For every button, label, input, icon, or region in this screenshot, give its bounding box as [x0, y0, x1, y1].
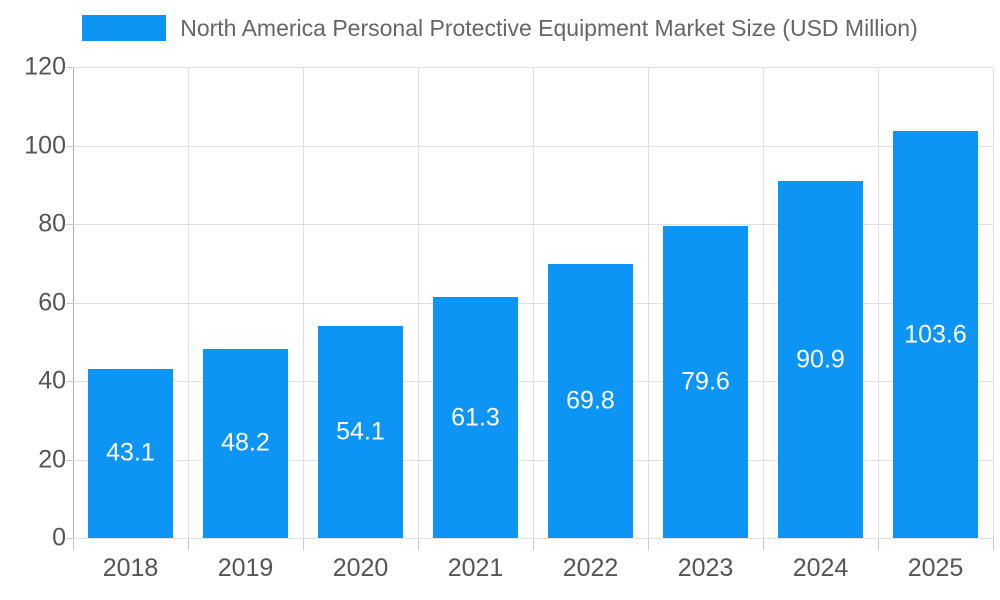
bar[interactable]: 43.1 — [88, 368, 173, 538]
bar-value-label: 90.9 — [796, 345, 845, 374]
gridline-vertical — [763, 67, 764, 538]
x-axis-tick-label: 2025 — [907, 554, 964, 582]
bar-value-label: 48.2 — [221, 428, 270, 457]
y-axis-tick-mark — [66, 67, 73, 68]
bar[interactable]: 69.8 — [548, 264, 633, 538]
legend-color-swatch — [82, 15, 167, 41]
y-axis-tick-label: 100 — [24, 131, 66, 159]
y-axis-tick-mark — [66, 145, 73, 147]
bar[interactable]: 90.9 — [778, 181, 863, 538]
y-axis-tick-label: 20 — [38, 445, 66, 473]
x-axis-tick-label: 2023 — [677, 554, 734, 582]
x-axis-tick-label: 2021 — [447, 554, 504, 582]
y-axis-tick-label: 0 — [52, 523, 66, 552]
x-axis-tick-mark — [878, 539, 879, 550]
bar[interactable]: 79.6 — [663, 225, 748, 538]
x-axis-tick-mark — [648, 539, 649, 550]
bar-value-label: 54.1 — [336, 417, 385, 446]
y-axis-tick-mark — [66, 459, 73, 461]
y-axis-tick-mark — [66, 381, 73, 382]
legend-label: North America Personal Protective Equipm… — [180, 14, 918, 41]
bar[interactable]: 61.3 — [433, 297, 518, 538]
x-axis-tick-mark — [533, 539, 534, 550]
x-axis-tick-label: 2018 — [102, 554, 159, 582]
gridline-vertical — [418, 67, 419, 538]
x-axis-tick-mark — [763, 539, 764, 550]
bar[interactable]: 48.2 — [203, 348, 288, 538]
bar-value-label: 69.8 — [566, 386, 615, 415]
x-axis-tick-mark — [993, 539, 994, 550]
x-axis-tick-mark — [303, 539, 304, 550]
bar[interactable]: 54.1 — [318, 325, 403, 538]
y-axis-tick-label: 60 — [38, 288, 66, 316]
chart-legend: North America Personal Protective Equipm… — [0, 0, 1000, 56]
x-axis-tick-mark — [73, 539, 74, 550]
gridline-horizontal — [73, 538, 993, 539]
plot-area: 43.1 48.2 54.1 61.3 69.8 79.6 90.9 103.6 — [73, 67, 994, 539]
y-axis-ticks: 0 20 40 60 80 100 120 — [0, 0, 73, 600]
gridline-vertical — [878, 67, 879, 538]
legend-item[interactable]: North America Personal Protective Equipm… — [82, 15, 918, 41]
bar-value-label: 79.6 — [681, 367, 730, 396]
x-axis-tick-label: 2022 — [562, 554, 619, 582]
bar[interactable]: 103.6 — [893, 131, 978, 538]
bar-value-label: 43.1 — [106, 438, 155, 467]
gridline-vertical — [303, 67, 304, 538]
y-axis-tick-label: 120 — [24, 52, 66, 81]
gridline-vertical — [533, 67, 534, 538]
x-axis-tick-label: 2024 — [792, 554, 849, 582]
x-axis-tick-mark — [188, 539, 189, 550]
y-axis-tick-mark — [66, 302, 73, 304]
bar-value-label: 103.6 — [904, 320, 967, 349]
bar-value-label: 61.3 — [451, 403, 500, 432]
gridline-vertical — [188, 67, 189, 538]
y-axis-tick-label: 40 — [38, 366, 66, 395]
gridline-vertical — [648, 67, 649, 538]
y-axis-tick-mark — [66, 224, 73, 225]
gridline-vertical — [993, 67, 994, 538]
y-axis-tick-mark — [66, 538, 73, 539]
x-axis-tick-mark — [418, 539, 419, 550]
x-axis-tick-label: 2020 — [332, 554, 389, 582]
x-axis-tick-label: 2019 — [217, 554, 274, 582]
y-axis-tick-label: 80 — [38, 209, 66, 238]
